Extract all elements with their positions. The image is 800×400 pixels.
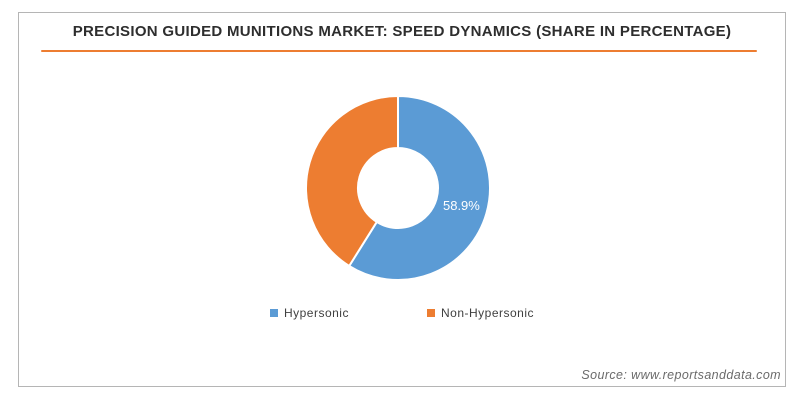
legend-item-hypersonic: Hypersonic — [269, 306, 349, 320]
donut-slice-non-hypersonic — [305, 95, 399, 267]
donut-slice-hypersonic — [348, 95, 491, 281]
legend-label: Hypersonic — [283, 306, 349, 320]
chart-title: PRECISION GUIDED MUNITIONS MARKET: SPEED… — [72, 23, 732, 40]
chart-frame: PRECISION GUIDED MUNITIONS MARKET: SPEED… — [18, 12, 786, 387]
title-underline — [41, 50, 757, 52]
legend-item-non-hypersonic: Non-Hypersonic — [426, 306, 535, 320]
legend-label: Non-Hypersonic — [440, 306, 535, 320]
chart-legend: Hypersonic Non-Hypersonic — [19, 306, 785, 320]
slice-data-label: 58.9% — [443, 198, 480, 213]
source-attribution: Source: www.reportsanddata.com — [581, 368, 781, 382]
legend-swatch-icon — [426, 309, 435, 317]
legend-swatch-icon — [269, 309, 278, 317]
donut-chart: 58.9% — [305, 95, 491, 281]
